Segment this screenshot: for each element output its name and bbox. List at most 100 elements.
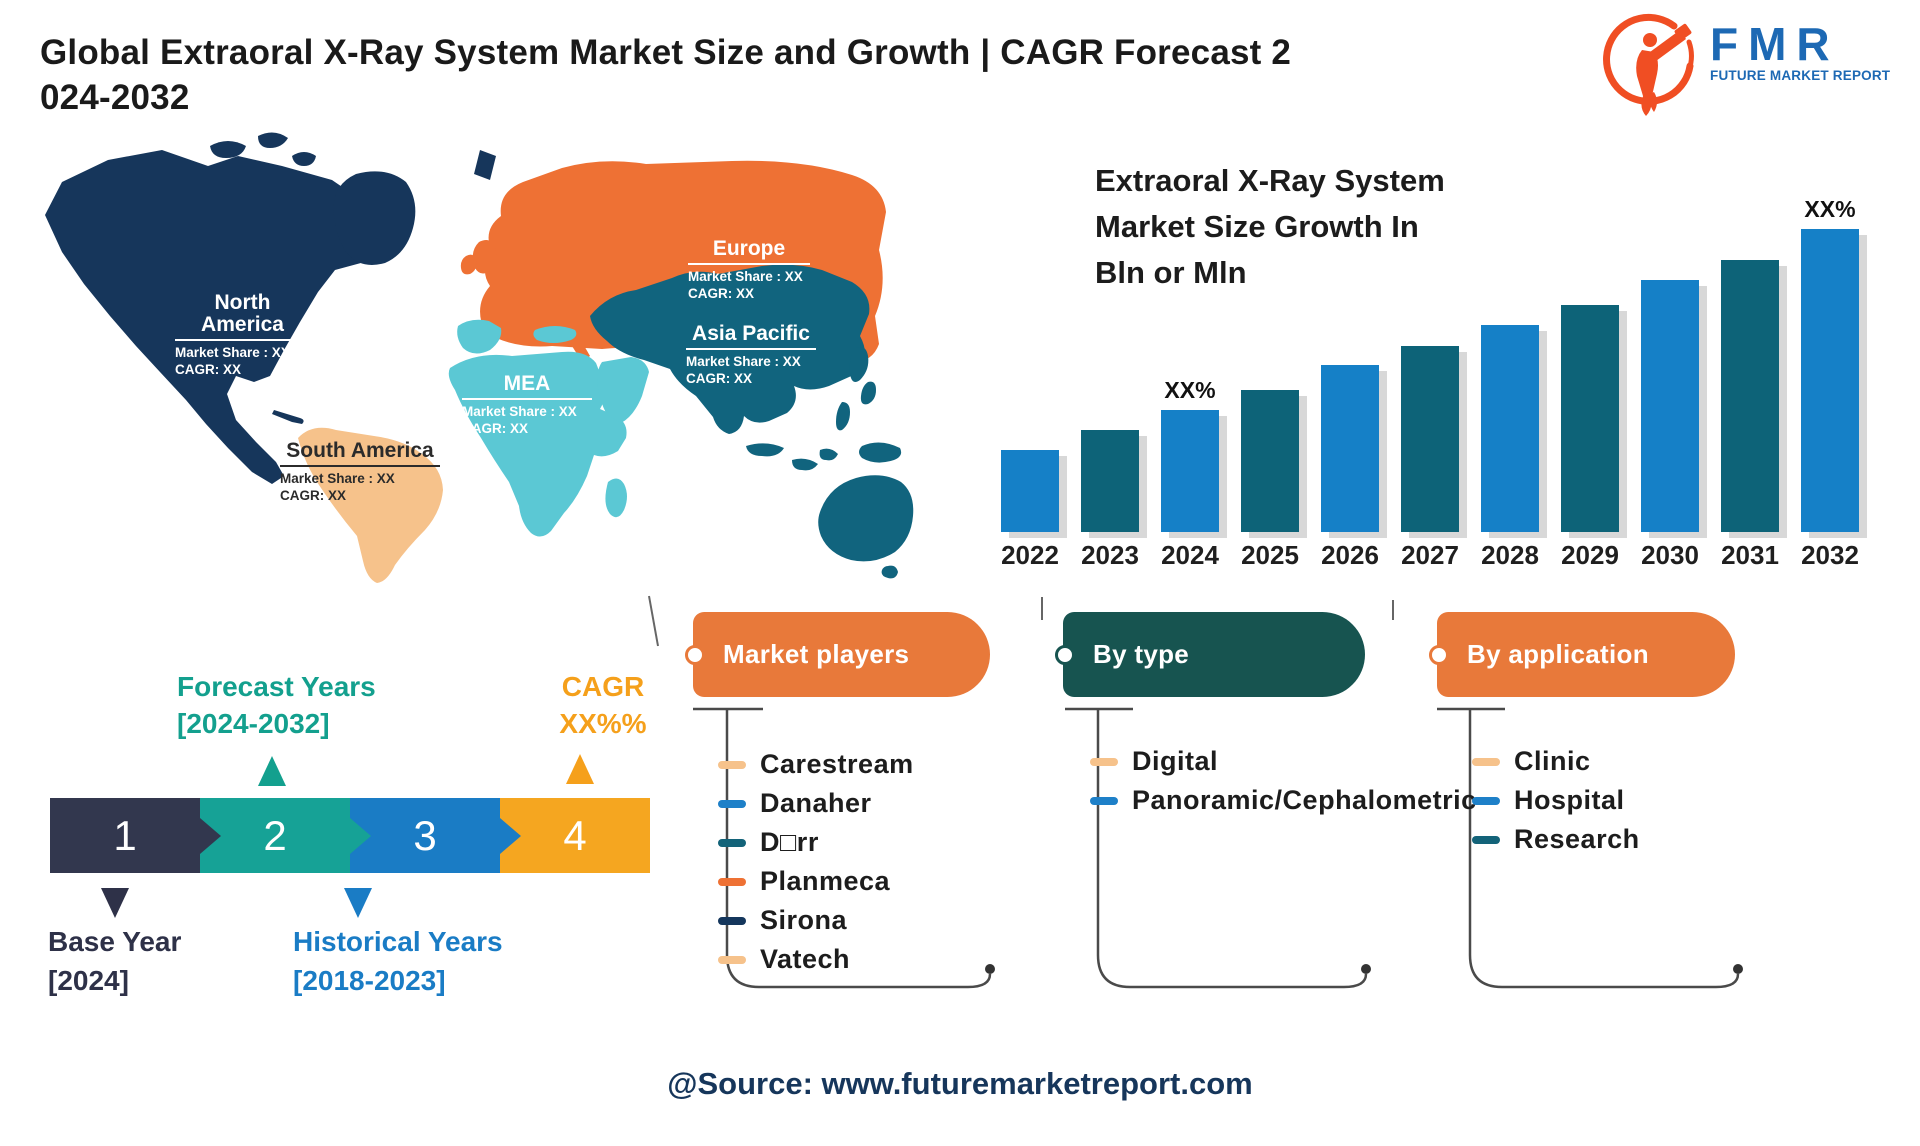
base-year-pointer-icon: [101, 888, 129, 918]
list-item: Planmeca: [718, 862, 914, 901]
timeline-segment-4: 4: [500, 798, 650, 873]
map-label-europe: Europe Market Share : XX CAGR: XX: [688, 238, 810, 302]
list-item-label: Digital: [1132, 746, 1219, 776]
pill-dot-icon: [1429, 644, 1449, 665]
bar: [1721, 260, 1779, 532]
list-item-label: Research: [1514, 824, 1640, 854]
list-item: Panoramic/Cephalometric: [1090, 781, 1477, 820]
list-item: Clinic: [1472, 742, 1640, 781]
market-players-pill: Market players: [685, 612, 990, 697]
list-item-label: Carestream: [760, 749, 914, 779]
bullet-dash-icon: [718, 838, 746, 847]
x-axis-tick-label: 2032: [1801, 540, 1859, 570]
region-underline: [280, 465, 440, 467]
historical-pointer-icon: [344, 888, 372, 918]
region-name: MEA: [503, 372, 551, 395]
fmr-logo-abbr: FMR: [1710, 18, 1840, 70]
cagr-note: CAGR XX%%: [538, 668, 668, 742]
fmr-logo-text: FMR FUTURE MARKET REPORT: [1710, 20, 1890, 83]
list-item: Hospital: [1472, 781, 1640, 820]
telescope-person-icon: [1636, 23, 1692, 116]
pill-dot-icon: [1055, 644, 1075, 665]
list-item: Danaher: [718, 784, 914, 823]
x-axis-tick-label: 2025: [1241, 540, 1299, 570]
timeline-arrow-icon: [200, 817, 221, 854]
cagr-pointer-icon: [566, 754, 594, 784]
chart-title-line2: Market Size Growth In: [1095, 209, 1419, 244]
base-year-label: Base Year: [48, 926, 182, 957]
region-cagr: CAGR: XX: [175, 362, 242, 377]
page-title-line2: 024-2032: [40, 78, 190, 117]
bar-chart: 2022 2023 XX% 2024 2025 2026 2027 2028 2029 2030 2…: [1000, 190, 1860, 570]
timeline-segment-3: 3: [350, 798, 521, 873]
region-underline: [462, 398, 592, 400]
base-year-note: Base Year [2024]: [48, 922, 181, 1000]
page-title: Global Extraoral X-Ray System Market Siz…: [40, 30, 1350, 120]
bar: [1641, 280, 1699, 532]
bar: [1561, 305, 1619, 532]
bar-group-2025: 2025: [1240, 190, 1300, 570]
forecast-years-note: Forecast Years [2024-2032]: [177, 668, 376, 742]
by-application-title: By application: [1467, 639, 1649, 669]
cagr-value: XX%%: [559, 708, 647, 739]
region-underline: [686, 348, 816, 350]
timeline-segment-number: 1: [113, 811, 137, 859]
bar: [1321, 365, 1379, 532]
timeline-arrow-icon: [500, 817, 521, 854]
list-item-label: Danaher: [760, 788, 872, 818]
map-region-mea: [448, 319, 649, 537]
source-link[interactable]: @Source: www.futuremarketreport.com: [667, 1066, 1253, 1101]
historical-years-range: [2018-2023]: [293, 965, 446, 996]
x-axis-tick-label: 2026: [1321, 540, 1379, 570]
chart-title-line3: Bln or Mln: [1095, 255, 1247, 290]
bar: [1001, 450, 1059, 532]
list-item-label: Hospital: [1514, 785, 1625, 815]
x-axis-tick-label: 2023: [1081, 540, 1139, 570]
bar-group-2027: 2027: [1400, 190, 1460, 570]
list-item-label: Sirona: [760, 905, 848, 935]
timeline-segment-2: 2: [200, 798, 371, 873]
timeline-segment-number: 2: [263, 811, 287, 859]
list-item-label: Clinic: [1514, 746, 1591, 776]
cagr-label: CAGR: [561, 671, 645, 702]
region-underline: [688, 263, 810, 265]
bullet-dash-icon: [718, 916, 746, 925]
forecast-years-label: Forecast Years: [177, 671, 376, 702]
bar-group-2024: XX% 2024: [1160, 190, 1220, 570]
x-axis-tick-label: 2030: [1641, 540, 1699, 570]
fmr-logo-name: FUTURE MARKET REPORT: [1710, 68, 1891, 83]
list-item-label: Planmeca: [760, 866, 891, 896]
bar: [1241, 390, 1299, 532]
bar-group-2029: 2029: [1560, 190, 1620, 570]
region-market-share: Market Share : XX: [175, 345, 290, 360]
by-type-title: By type: [1093, 639, 1190, 669]
list-item: D□rr: [718, 823, 914, 862]
by-type-pill: By type: [1055, 612, 1365, 697]
region-cagr: CAGR: XX: [688, 286, 755, 301]
bar-value-label: XX%: [1804, 196, 1856, 222]
page-title-line1: Global Extraoral X-Ray System Market Siz…: [40, 33, 1292, 72]
bullet-dash-icon: [718, 760, 746, 769]
bullet-dash-icon: [718, 877, 746, 886]
x-axis-tick-label: 2029: [1561, 540, 1619, 570]
x-axis-tick-label: 2031: [1721, 540, 1779, 570]
bar-group-2028: 2028: [1480, 190, 1540, 570]
map-label-mea: MEA Market Share : XX CAGR: XX: [462, 373, 592, 437]
map-region-north-america: [45, 132, 496, 484]
list-item-label: Panoramic/Cephalometric: [1132, 785, 1477, 815]
bar: [1401, 346, 1459, 532]
x-axis-tick-label: 2022: [1001, 540, 1059, 570]
historical-years-note: Historical Years [2018-2023]: [293, 922, 503, 1000]
bar-group-2030: 2030: [1640, 190, 1700, 570]
chart-title: Extraoral X-Ray System Market Size Growt…: [1095, 158, 1555, 296]
map-label-asia-pacific: Asia Pacific Market Share : XX CAGR: XX: [686, 323, 816, 387]
bar-group-2031: 2031: [1720, 190, 1780, 570]
by-application-pill: By application: [1429, 612, 1735, 697]
bullet-dash-icon: [1090, 757, 1118, 766]
bar-group-2023: 2023: [1080, 190, 1140, 570]
by-application-list: Clinic Hospital Research: [1472, 742, 1640, 859]
fmr-logo: FMR FUTURE MARKET REPORT: [1596, 8, 1890, 118]
map-label-south-america: South America Market Share : XX CAGR: XX: [280, 440, 440, 504]
